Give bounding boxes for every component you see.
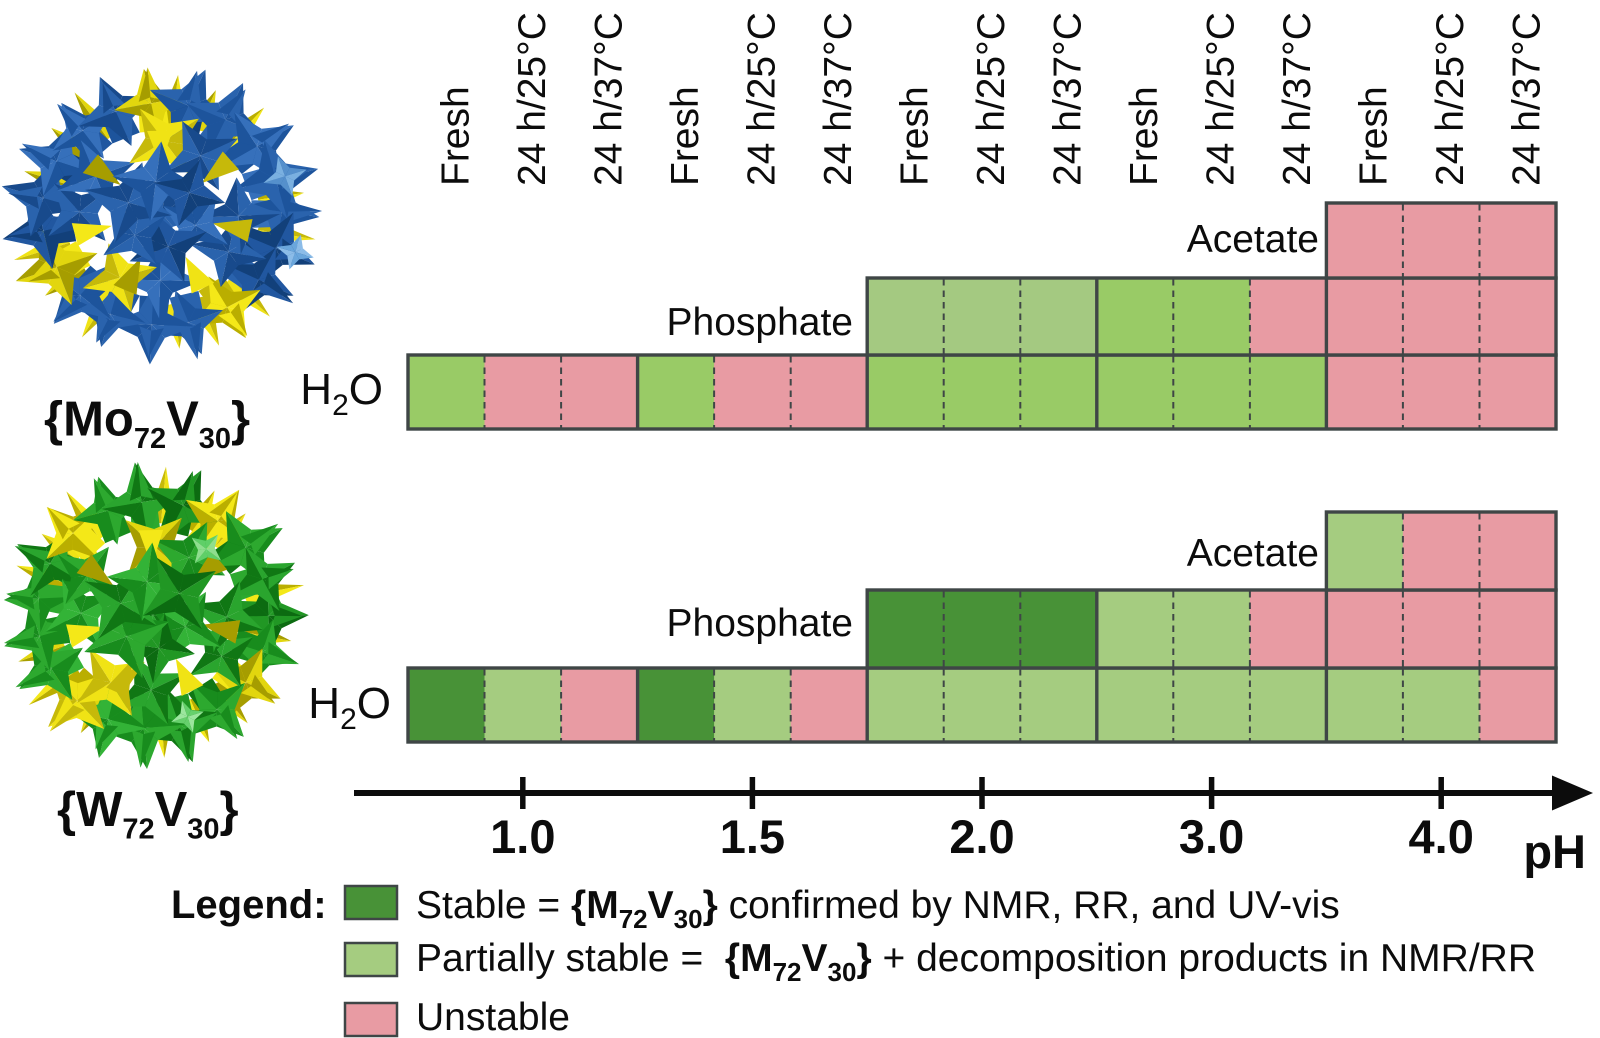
- svg-text:Acetate: Acetate: [1187, 532, 1319, 575]
- svg-text:pH: pH: [1523, 825, 1586, 878]
- svg-text:24 h/25°C: 24 h/25°C: [511, 12, 554, 186]
- svg-text:Unstable: Unstable: [416, 996, 570, 1038]
- svg-text:2.0: 2.0: [949, 810, 1014, 863]
- svg-text:1.0: 1.0: [490, 810, 555, 863]
- svg-text:Legend:: Legend:: [171, 883, 327, 927]
- svg-text:24 h/25°C: 24 h/25°C: [970, 12, 1013, 186]
- svg-text:Partially stable = {M72V30} +: Partially stable = {M72V30} + decomposit…: [416, 937, 1536, 987]
- svg-text:24 h/37°C: 24 h/37°C: [1506, 12, 1549, 186]
- svg-text:Fresh: Fresh: [894, 86, 937, 186]
- svg-text:Fresh: Fresh: [434, 86, 477, 186]
- svg-text:Fresh: Fresh: [1123, 86, 1166, 186]
- svg-text:3.0: 3.0: [1179, 810, 1244, 863]
- svg-text:24 h/25°C: 24 h/25°C: [1429, 12, 1472, 186]
- svg-text:24 h/37°C: 24 h/37°C: [817, 12, 860, 186]
- svg-text:Phosphate: Phosphate: [667, 602, 854, 645]
- svg-text:24 h/37°C: 24 h/37°C: [587, 12, 630, 186]
- svg-text:4.0: 4.0: [1409, 810, 1474, 863]
- svg-text:Fresh: Fresh: [1353, 86, 1396, 186]
- svg-text:Phosphate: Phosphate: [667, 301, 854, 344]
- svg-text:24 h/37°C: 24 h/37°C: [1276, 12, 1319, 186]
- svg-text:Fresh: Fresh: [664, 86, 707, 186]
- svg-text:24 h/37°C: 24 h/37°C: [1047, 12, 1090, 186]
- svg-text:Stable = {M72V30} confirmed by: Stable = {M72V30} confirmed by NMR, RR, …: [416, 884, 1340, 934]
- svg-text:24 h/25°C: 24 h/25°C: [1200, 12, 1243, 186]
- svg-text:1.5: 1.5: [720, 810, 785, 863]
- svg-text:Acetate: Acetate: [1187, 218, 1319, 261]
- svg-text:24 h/25°C: 24 h/25°C: [740, 12, 783, 186]
